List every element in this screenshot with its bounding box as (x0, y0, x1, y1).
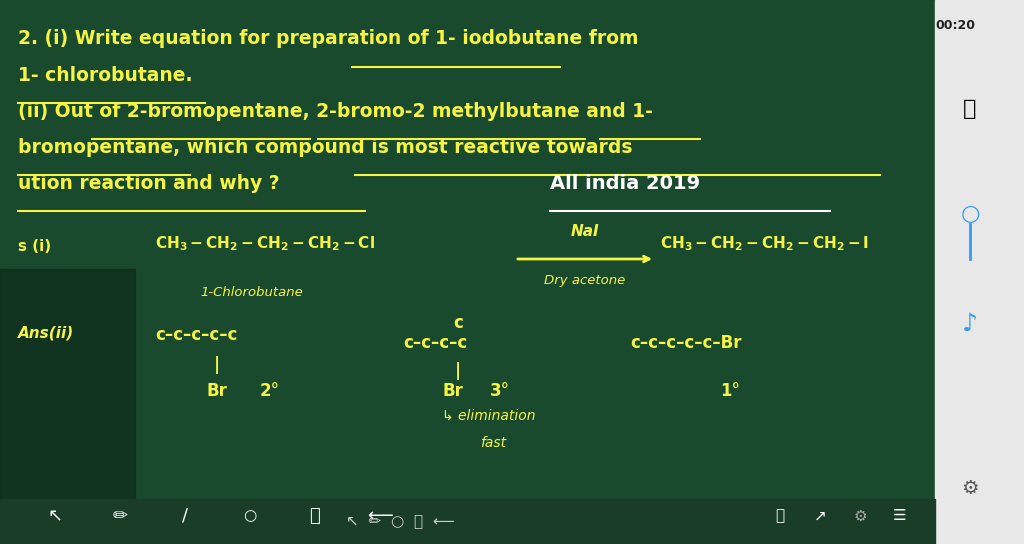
Text: Br: Br (207, 382, 227, 400)
Text: bromopentane, which compound is most reactive towards: bromopentane, which compound is most rea… (18, 138, 633, 157)
Text: All india 2019: All india 2019 (550, 174, 700, 193)
Text: NaI: NaI (570, 224, 599, 239)
Text: ution reaction and why ?: ution reaction and why ? (18, 174, 280, 193)
Text: ↗: ↗ (814, 509, 826, 523)
Text: |: | (214, 356, 220, 374)
Text: s (i): s (i) (18, 239, 51, 254)
Text: c–c–c–c–c–Br: c–c–c–c–c–Br (630, 334, 741, 352)
Text: 2°: 2° (260, 382, 280, 400)
Text: ⟵: ⟵ (368, 507, 393, 525)
Text: Dry acetone: Dry acetone (545, 274, 626, 287)
Text: ↖  ✏  ○  ✋  ⟵: ↖ ✏ ○ ✋ ⟵ (346, 515, 455, 529)
Text: 1°: 1° (720, 382, 740, 400)
Text: (ii) Out of 2-bromopentane, 2-bromo-2 methylbutane and 1-: (ii) Out of 2-bromopentane, 2-bromo-2 me… (18, 102, 653, 121)
Text: ↖: ↖ (47, 507, 62, 525)
Text: ↳ elimination: ↳ elimination (442, 409, 536, 423)
Bar (0, 499, 935, 544)
Bar (0, 269, 135, 499)
Text: ♪: ♪ (962, 312, 978, 336)
Text: fast: fast (480, 436, 506, 450)
Text: ✏: ✏ (113, 507, 128, 525)
Text: 3°: 3° (490, 382, 510, 400)
Text: /: / (182, 507, 188, 525)
Text: Ans(ii): Ans(ii) (18, 326, 75, 341)
Text: Br: Br (442, 382, 463, 400)
Text: ✋: ✋ (309, 507, 321, 525)
Text: ○: ○ (961, 204, 980, 224)
Text: $\mathregular{CH_3-CH_2-CH_2-CH_2-Cl}$: $\mathregular{CH_3-CH_2-CH_2-CH_2-Cl}$ (155, 234, 375, 253)
Text: c: c (453, 314, 463, 332)
Text: c–c–c–c–c: c–c–c–c–c (155, 326, 238, 344)
Text: 1- chlorobutane.: 1- chlorobutane. (18, 66, 193, 85)
Text: 1-Chlorobutane: 1-Chlorobutane (200, 286, 303, 299)
Text: 🔔: 🔔 (964, 99, 977, 119)
Text: 2. (i) Write equation for preparation of 1- iodobutane from: 2. (i) Write equation for preparation of… (18, 29, 639, 48)
Text: 🔍: 🔍 (775, 509, 784, 523)
Text: $\mathregular{CH_3-CH_2-CH_2-CH_2-I}$: $\mathregular{CH_3-CH_2-CH_2-CH_2-I}$ (660, 234, 869, 253)
Text: 00:20: 00:20 (935, 19, 975, 32)
Text: ⚙: ⚙ (962, 479, 979, 498)
Bar (935, 0, 1024, 544)
Text: ⚙: ⚙ (853, 509, 866, 523)
Text: c–c–c–c: c–c–c–c (403, 334, 467, 352)
Text: ○: ○ (244, 509, 257, 523)
Text: ☰: ☰ (893, 509, 907, 523)
Text: |: | (455, 362, 461, 380)
